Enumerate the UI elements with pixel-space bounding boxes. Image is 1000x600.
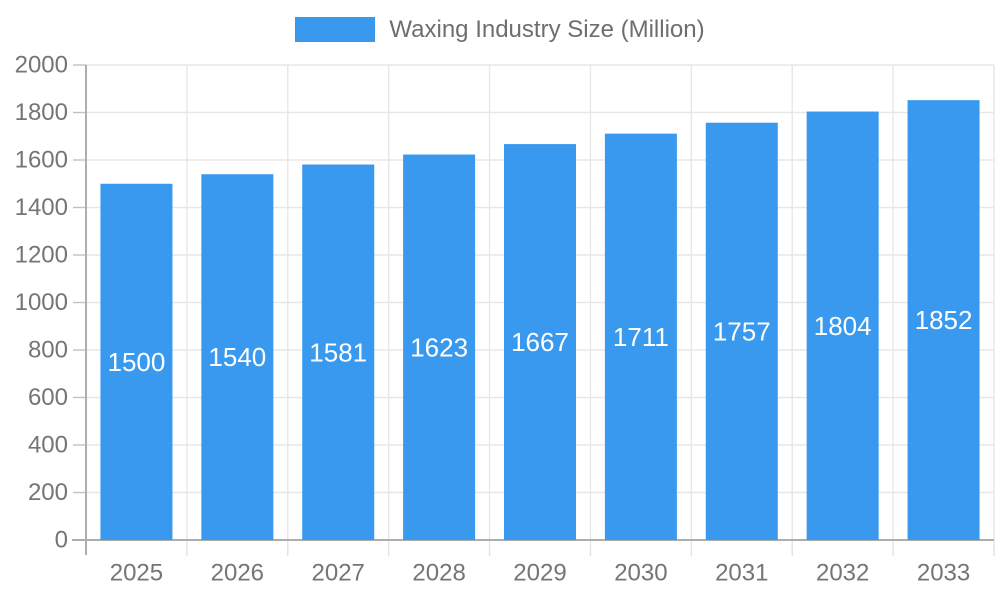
bar-value-label: 1711 xyxy=(613,322,669,352)
bar-2026[interactable] xyxy=(201,174,274,540)
x-tick-label: 2029 xyxy=(513,560,566,587)
x-tick-label: 2028 xyxy=(412,560,465,587)
bar-2030[interactable] xyxy=(604,133,677,540)
y-tick-label: 800 xyxy=(28,337,68,364)
bar-value-label: 1540 xyxy=(208,342,266,372)
bar-value-label: 1500 xyxy=(108,347,166,377)
bar-value-label: 1804 xyxy=(814,311,872,341)
x-tick-label: 2033 xyxy=(917,560,970,587)
bar-value-label: 1852 xyxy=(915,305,973,335)
legend-swatch xyxy=(295,17,376,42)
y-tick-label: 1000 xyxy=(15,289,68,316)
x-tick-label: 2031 xyxy=(715,560,768,587)
legend[interactable]: Waxing Industry Size (Million) xyxy=(0,17,1000,42)
bar-value-label: 1581 xyxy=(309,337,367,367)
legend-label: Waxing Industry Size (Million) xyxy=(389,16,705,43)
bar-value-label: 1623 xyxy=(410,332,468,362)
x-tick-label: 2032 xyxy=(816,560,869,587)
bar-value-label: 1667 xyxy=(511,327,569,357)
bar-2027[interactable] xyxy=(302,164,375,540)
bar-value-label: 1757 xyxy=(713,316,771,346)
y-tick-label: 2000 xyxy=(15,52,68,79)
y-tick-label: 200 xyxy=(28,479,68,506)
bar-2032[interactable] xyxy=(806,111,879,541)
y-tick-label: 0 xyxy=(55,527,68,554)
x-tick-label: 2026 xyxy=(211,560,264,587)
y-tick-label: 1200 xyxy=(15,242,68,269)
x-tick-label: 2030 xyxy=(614,560,667,587)
x-tick-label: 2025 xyxy=(110,560,163,587)
x-tick-label: 2027 xyxy=(312,560,365,587)
bar-2033[interactable] xyxy=(907,100,980,541)
bar-2025[interactable] xyxy=(100,183,173,540)
y-tick-label: 1800 xyxy=(15,99,68,126)
bar-2029[interactable] xyxy=(504,144,576,540)
y-tick-label: 1600 xyxy=(15,147,68,174)
y-tick-label: 400 xyxy=(28,432,68,459)
y-tick-label: 1400 xyxy=(15,194,68,221)
bar-2031[interactable] xyxy=(705,122,778,541)
bar-2028[interactable] xyxy=(403,154,476,540)
y-tick-label: 600 xyxy=(28,384,68,411)
